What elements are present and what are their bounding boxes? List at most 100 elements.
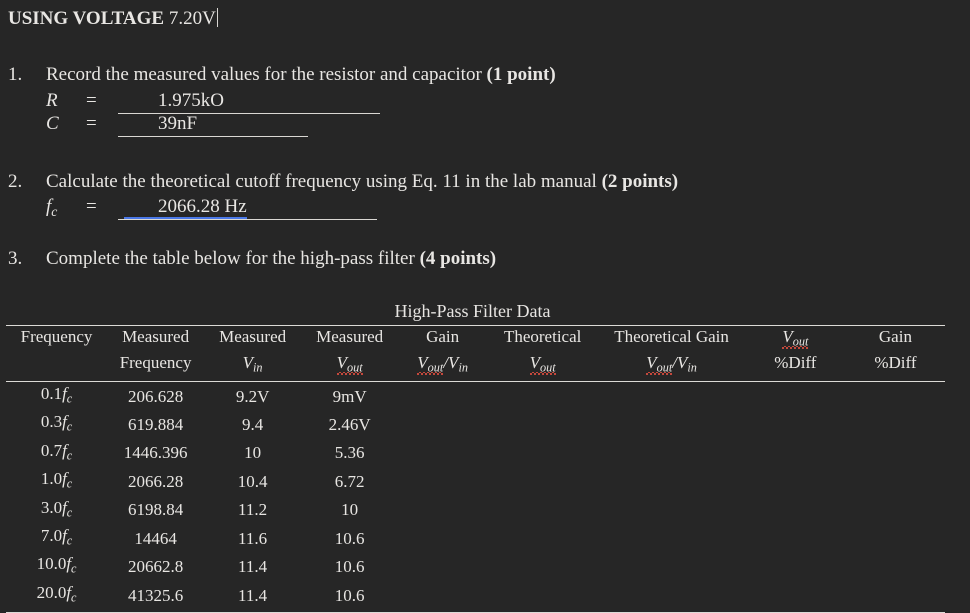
cell-frequency[interactable]: 20.0fc xyxy=(6,580,108,613)
cutoff-frequency-value: 2066.28 Hz xyxy=(124,196,247,219)
header-measured-vin-l1: Measured xyxy=(219,327,287,346)
cell-measured-frequency[interactable]: 6198.84 xyxy=(127,500,184,520)
cell-theoretical-gain[interactable] xyxy=(598,580,745,613)
cell-theoretical-vout[interactable] xyxy=(487,580,599,613)
vout-symbol-theoretical-gain: Vout xyxy=(646,353,673,375)
cell-gain-pct-diff[interactable] xyxy=(845,580,945,613)
frequency-multiplier: 1.0 xyxy=(40,469,63,489)
cell-measured-vout[interactable]: 10.6 xyxy=(301,580,399,613)
cutoff-frequency-value-field[interactable]: 2066.28 Hz xyxy=(118,195,377,220)
table-row: 0.3fc 619.884 9.4 2.46V xyxy=(6,410,945,438)
frequency-multiplier: 7.0 xyxy=(40,525,63,545)
cell-theoretical-gain[interactable] xyxy=(598,439,745,467)
cell-theoretical-gain[interactable] xyxy=(598,410,745,438)
cell-gain-pct-diff[interactable] xyxy=(846,524,945,552)
vin-symbol-measured: Vin xyxy=(242,353,263,375)
cell-measured-frequency[interactable]: 20662.8 xyxy=(127,557,184,577)
table-header-row-2: Frequency Vin Vout Vout/Vin Vout Vout/Vi… xyxy=(6,352,945,382)
cell-measured-vout[interactable]: 10.6 xyxy=(334,557,365,577)
cell-gain[interactable] xyxy=(398,439,487,467)
cell-frequency[interactable]: 1.0fc xyxy=(6,467,107,495)
cell-measured-frequency[interactable]: 41325.6 xyxy=(107,580,205,613)
cell-measured-vin[interactable]: 11.6 xyxy=(238,528,268,548)
cell-measured-frequency[interactable]: 206.628 xyxy=(127,386,184,406)
cell-frequency[interactable]: 0.1fc xyxy=(6,381,107,410)
fc-symbol: fc xyxy=(62,525,73,548)
cell-theoretical-gain[interactable] xyxy=(598,552,745,580)
cell-frequency[interactable]: 0.7fc xyxy=(6,439,107,467)
resistor-value-field[interactable]: 1.975kO xyxy=(118,89,380,114)
cell-vout-pct-diff[interactable] xyxy=(745,524,846,552)
cell-gain[interactable] xyxy=(398,524,487,552)
cell-theoretical-gain[interactable] xyxy=(598,524,745,552)
cell-vout-pct-diff[interactable] xyxy=(745,381,846,410)
cell-vout-pct-diff[interactable] xyxy=(745,410,846,438)
cell-measured-vin[interactable]: 10.4 xyxy=(237,471,268,491)
cell-vout-pct-diff[interactable] xyxy=(745,467,846,495)
cell-vout-pct-diff[interactable] xyxy=(744,580,846,613)
list-item-3-text: Complete the table below for the high-pa… xyxy=(46,248,420,269)
cell-theoretical-vout[interactable] xyxy=(487,381,598,410)
cell-frequency[interactable]: 10.0fc xyxy=(6,552,107,580)
blank-row-cutoff-frequency: fc = 2066.28 Hz xyxy=(8,195,377,223)
cell-gain-pct-diff[interactable] xyxy=(846,381,945,410)
cell-measured-vout[interactable]: 6.72 xyxy=(334,471,365,491)
frequency-multiplier: 3.0 xyxy=(40,497,63,517)
cell-frequency[interactable]: 0.3fc xyxy=(6,410,107,438)
table-row: 0.7fc 1446.396 10 5.36 xyxy=(6,439,945,467)
cell-frequency[interactable]: 7.0fc xyxy=(6,524,107,552)
cell-gain-pct-diff[interactable] xyxy=(846,552,945,580)
cell-frequency[interactable]: 3.0fc xyxy=(6,496,107,524)
cell-theoretical-gain[interactable] xyxy=(598,496,745,524)
cell-gain-pct-diff[interactable] xyxy=(846,496,945,524)
cutoff-frequency-symbol: fc xyxy=(46,196,58,219)
cell-theoretical-gain[interactable] xyxy=(598,381,745,410)
cell-gain[interactable] xyxy=(398,580,488,613)
cell-gain[interactable] xyxy=(398,467,487,495)
cell-vout-pct-diff[interactable] xyxy=(745,439,846,467)
cell-gain-pct-diff[interactable] xyxy=(846,410,945,438)
header-measured-vout-l2: Vout xyxy=(301,352,399,382)
cell-theoretical-vout[interactable] xyxy=(487,524,598,552)
cell-gain-pct-diff[interactable] xyxy=(846,439,945,467)
cell-gain[interactable] xyxy=(398,496,487,524)
cell-measured-vout[interactable]: 10 xyxy=(341,500,359,520)
cell-gain-pct-diff[interactable] xyxy=(846,467,945,495)
fc-symbol: fc xyxy=(62,469,73,491)
high-pass-filter-table: Frequency Measured Measured Measured Gai… xyxy=(6,325,945,613)
cell-measured-vout[interactable]: 5.36 xyxy=(334,443,365,463)
cell-gain[interactable] xyxy=(398,381,487,410)
resistor-value: 1.975kO xyxy=(158,90,224,111)
cell-measured-vout[interactable]: 10.6 xyxy=(334,528,365,548)
cell-measured-vin[interactable]: 9.4 xyxy=(241,414,264,434)
cell-measured-frequency[interactable]: 14464 xyxy=(134,528,177,548)
cell-gain[interactable] xyxy=(398,552,487,580)
cell-measured-frequency[interactable]: 1446.396 xyxy=(123,443,188,463)
cell-theoretical-vout[interactable] xyxy=(487,439,598,467)
cell-gain[interactable] xyxy=(398,410,487,438)
capacitor-value-field[interactable]: 39nF xyxy=(118,112,308,137)
vout-symbol-theoretical: Vout xyxy=(529,353,556,375)
cell-measured-vin[interactable]: 11.4 xyxy=(238,557,268,577)
cell-measured-frequency[interactable]: 619.884 xyxy=(127,414,184,434)
cell-measured-vin[interactable]: 11.4 xyxy=(204,580,302,613)
cell-theoretical-vout[interactable] xyxy=(487,467,598,495)
cell-vout-pct-diff[interactable] xyxy=(745,496,846,524)
cell-measured-vout[interactable]: 9mV xyxy=(332,386,367,406)
cell-measured-vin[interactable]: 11.2 xyxy=(238,500,268,520)
cell-measured-vin[interactable]: 10 xyxy=(244,443,262,463)
cell-measured-frequency[interactable]: 2066.28 xyxy=(127,471,184,491)
document-heading[interactable]: USING VOLTAGE 7.20V xyxy=(8,6,218,32)
cell-measured-vout[interactable]: 2.46V xyxy=(328,414,371,434)
list-item-3-number: 3. xyxy=(8,248,23,269)
cell-measured-vin[interactable]: 9.2V xyxy=(235,386,270,406)
cell-theoretical-vout[interactable] xyxy=(487,496,598,524)
cell-vout-pct-diff[interactable] xyxy=(745,552,846,580)
cell-theoretical-vout[interactable] xyxy=(487,552,598,580)
header-measured-frequency-l1: Measured xyxy=(122,327,190,346)
list-item-2: 2. Calculate the theoretical cutoff frequ… xyxy=(8,169,678,194)
cell-theoretical-vout[interactable] xyxy=(487,410,598,438)
list-item-2-number: 2. xyxy=(8,171,23,192)
blank-row-capacitor: C = 39nF xyxy=(8,112,308,137)
cell-theoretical-gain[interactable] xyxy=(598,467,745,495)
